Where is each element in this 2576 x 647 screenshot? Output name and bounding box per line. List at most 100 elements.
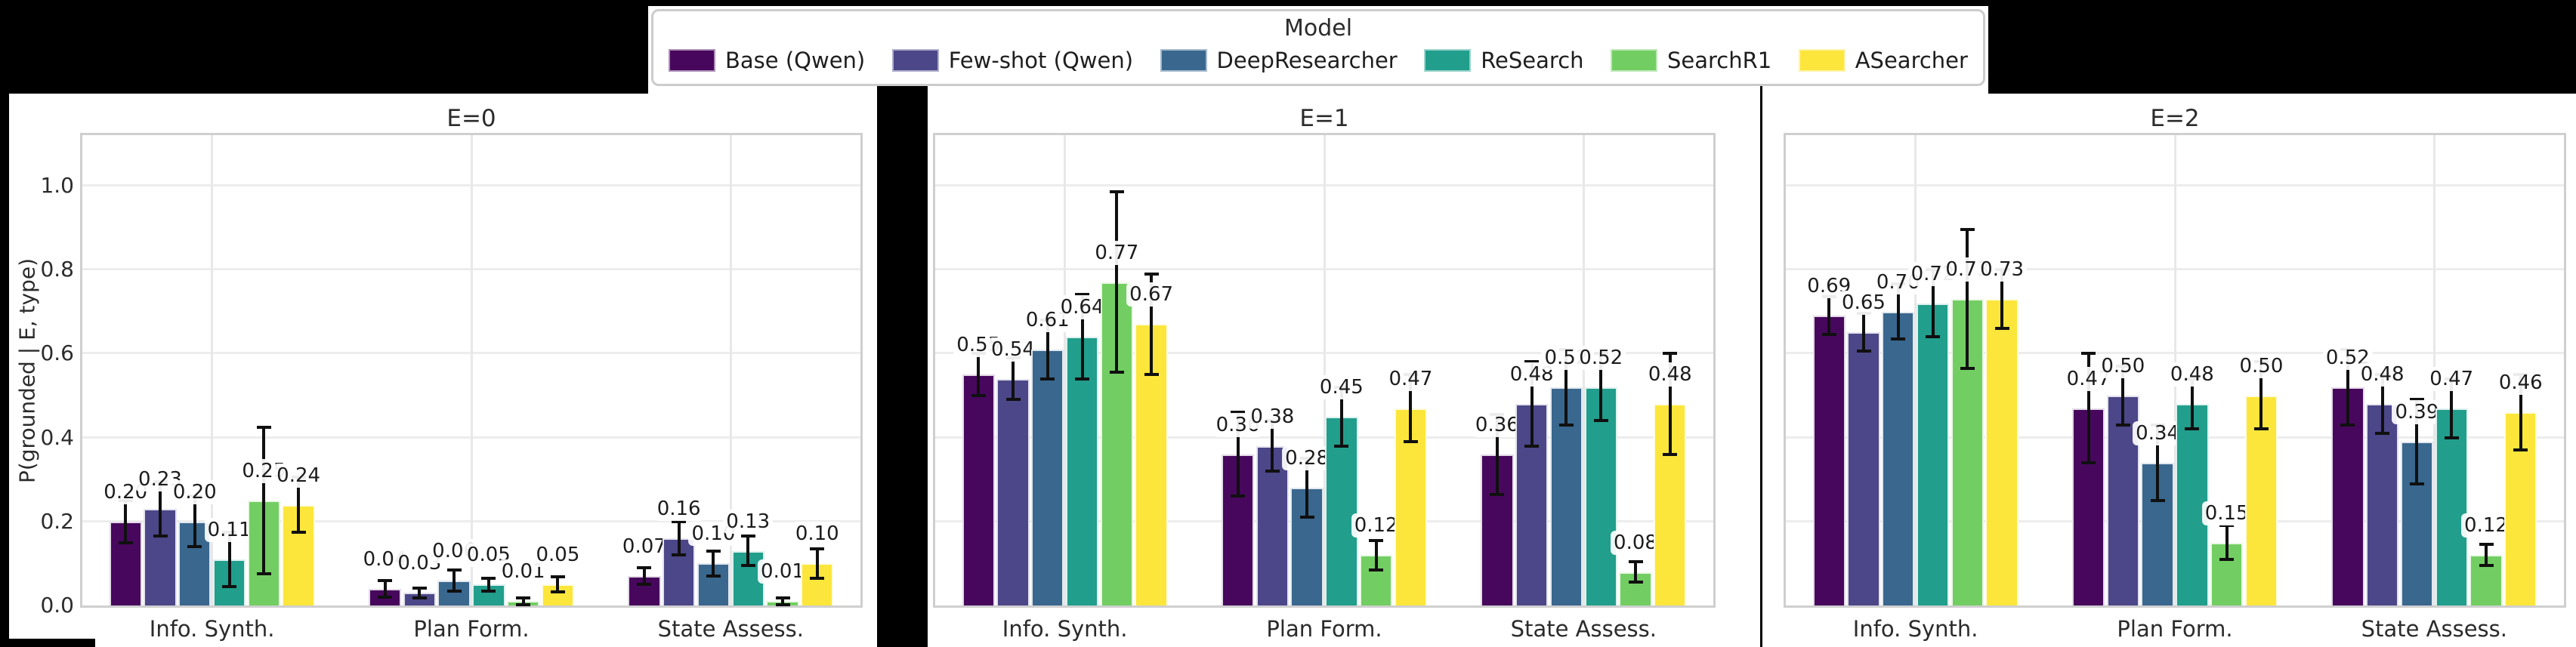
legend-swatch [1424, 49, 1472, 72]
gridline-vertical [1064, 135, 1067, 605]
error-bar-cap [971, 393, 986, 397]
error-bar-cap [2081, 352, 2096, 356]
bar [1290, 488, 1324, 605]
error-bar [1896, 284, 1900, 339]
y-tick-label: 0.4 [40, 424, 74, 450]
error-bar [2086, 353, 2090, 463]
error-bar-cap [2150, 498, 2165, 502]
error-bar-cap [1663, 352, 1678, 356]
panel-title: E=2 [2150, 105, 2200, 132]
error-bar [262, 427, 266, 575]
error-bar-cap [810, 576, 825, 580]
bar-value-label: 0.24 [273, 463, 324, 488]
error-bar [2000, 270, 2004, 328]
bar-value-label: 0.65 [1839, 291, 1889, 316]
bar [2141, 462, 2174, 605]
error-bar [1150, 273, 1154, 375]
bar [1882, 311, 1915, 605]
bar-value-label: 0.47 [2426, 366, 2477, 391]
error-bar [1564, 349, 1568, 425]
error-bar-cap [1403, 440, 1418, 444]
error-bar-cap [1369, 568, 1384, 572]
error-bar-cap [637, 565, 652, 569]
error-bar-cap [2513, 448, 2528, 452]
y-tick-label: 1.0 [40, 172, 74, 198]
error-bar-cap [1109, 190, 1124, 194]
error-bar-cap [378, 578, 393, 582]
error-bar-cap [153, 535, 168, 538]
error-bar-cap [378, 595, 393, 599]
error-bar-cap [1490, 492, 1505, 496]
bar-value-label: 0.10 [792, 522, 842, 547]
error-bar [1374, 540, 1378, 570]
error-bar-cap [1593, 419, 1608, 423]
legend-entry: Few-shot (Qwen) [891, 48, 1133, 73]
error-bar-cap [1334, 444, 1349, 448]
legend-entry: Base (Qwen) [669, 48, 865, 73]
panel-title: E=0 [446, 105, 496, 132]
error-bar [781, 598, 784, 605]
bar-value-label: 0.08 [1611, 530, 1660, 555]
bar-value-label: 0.11 [204, 517, 255, 542]
error-bar-cap [2253, 427, 2269, 431]
gridline-vertical [1914, 135, 1917, 605]
error-bar-cap [118, 541, 133, 544]
gridline-vertical [729, 135, 732, 605]
y-tick-label: 0.8 [40, 257, 74, 282]
error-bar [556, 577, 560, 593]
error-bar [815, 548, 819, 578]
gridline-vertical [470, 135, 473, 605]
legend-entry: ASearcher [1798, 48, 1968, 73]
error-bar [2450, 378, 2454, 438]
error-bar [2225, 525, 2229, 559]
x-category-label: Info. Synth. [1852, 616, 1978, 642]
legend-swatch [1611, 49, 1657, 72]
bar-value-label: 0.34 [2133, 421, 2183, 445]
error-bar [1115, 192, 1119, 373]
bar-value-label: 0.48 [2357, 362, 2408, 387]
error-bar-cap [1960, 366, 1975, 370]
error-bar [418, 587, 422, 598]
error-bar-cap [1144, 373, 1159, 377]
legend-entry-label: ReSearch [1481, 48, 1584, 73]
gridline-vertical [1582, 135, 1585, 605]
error-bar [677, 521, 681, 556]
error-bar-cap [706, 575, 721, 578]
plot-area-e0: 0.20 0.04 0.07 0.23 0.03 0.16 0.20 0.06 0.10 0.11… [80, 133, 863, 608]
error-bar-cap [1628, 559, 1643, 563]
error-bar-cap [2219, 557, 2235, 561]
error-bar-cap [481, 576, 496, 580]
bar [1847, 332, 1880, 605]
error-bar-cap [2409, 398, 2424, 402]
plot-area-e1: 0.55 0.36 0.36 0.54 0.38 0.48 0.61 0.28 0.52 0.64… [933, 133, 1716, 608]
bar-value-label: 0.64 [1057, 295, 1107, 319]
legend-box: Model Base (Qwen) Few-shot (Qwen) DeepRese… [651, 9, 1985, 86]
legend-entry: DeepResearcher [1160, 48, 1398, 73]
bar [1325, 416, 1358, 605]
error-bar [1409, 374, 1413, 442]
error-bar [1966, 230, 1969, 368]
error-bar-cap [1628, 581, 1643, 584]
error-bar [521, 598, 525, 605]
panel-title: E=1 [1299, 105, 1349, 132]
legend-swatch [669, 49, 715, 72]
bar-value-label: 0.61 [1022, 307, 1073, 332]
error-bar [2190, 378, 2194, 430]
bar-value-label: 0.47 [1385, 366, 1436, 391]
error-bar-cap [256, 572, 271, 576]
error-bar [746, 536, 750, 566]
error-bar-cap [550, 590, 565, 594]
legend-swatch [1798, 49, 1846, 72]
error-bar-cap [1524, 360, 1540, 364]
legend-entry: ReSearch [1424, 48, 1584, 73]
x-category-label: Plan Form. [413, 616, 530, 642]
error-bar [2485, 544, 2488, 566]
error-bar-cap [516, 596, 531, 599]
bar [1916, 303, 1950, 605]
x-category-label: State Assess. [657, 616, 804, 642]
legend-swatch [1160, 49, 1207, 72]
error-bar [642, 567, 646, 585]
error-bar [2156, 424, 2160, 501]
legend-entry: SearchR1 [1611, 48, 1771, 73]
x-category-label: Plan Form. [1266, 616, 1382, 642]
